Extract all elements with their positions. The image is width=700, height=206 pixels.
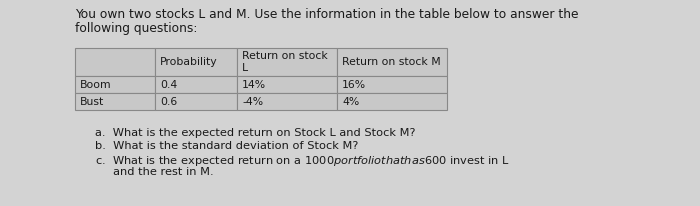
- Bar: [75, 48, 155, 76]
- Text: following questions:: following questions:: [75, 22, 197, 35]
- Bar: [237, 76, 337, 93]
- Bar: [237, 48, 337, 76]
- Bar: [155, 76, 237, 93]
- Text: a.  What is the expected return on Stock L and Stock M?: a. What is the expected return on Stock …: [95, 128, 416, 138]
- Text: 4%: 4%: [342, 96, 359, 107]
- Text: Bust: Bust: [80, 96, 104, 107]
- Bar: [337, 76, 447, 93]
- Text: 0.6: 0.6: [160, 96, 177, 107]
- Text: 0.4: 0.4: [160, 80, 177, 89]
- Text: Return on stock
L: Return on stock L: [242, 51, 328, 73]
- Text: 14%: 14%: [242, 80, 266, 89]
- Bar: [337, 48, 447, 76]
- Text: -4%: -4%: [242, 96, 263, 107]
- Bar: [75, 93, 155, 110]
- Text: Probability: Probability: [160, 57, 218, 67]
- Text: 16%: 16%: [342, 80, 366, 89]
- Bar: [75, 76, 155, 93]
- Text: b.  What is the standard deviation of Stock M?: b. What is the standard deviation of Sto…: [95, 141, 358, 151]
- Bar: [337, 93, 447, 110]
- Text: Boom: Boom: [80, 80, 111, 89]
- Text: and the rest in M.: and the rest in M.: [95, 167, 214, 177]
- Text: c.  What is the expected return on a $1000 portfolio that has $600 invest in L: c. What is the expected return on a $100…: [95, 154, 510, 168]
- Bar: [155, 48, 237, 76]
- Text: Return on stock M: Return on stock M: [342, 57, 441, 67]
- Bar: [155, 93, 237, 110]
- Bar: [237, 93, 337, 110]
- Text: You own two stocks L and M. Use the information in the table below to answer the: You own two stocks L and M. Use the info…: [75, 8, 578, 21]
